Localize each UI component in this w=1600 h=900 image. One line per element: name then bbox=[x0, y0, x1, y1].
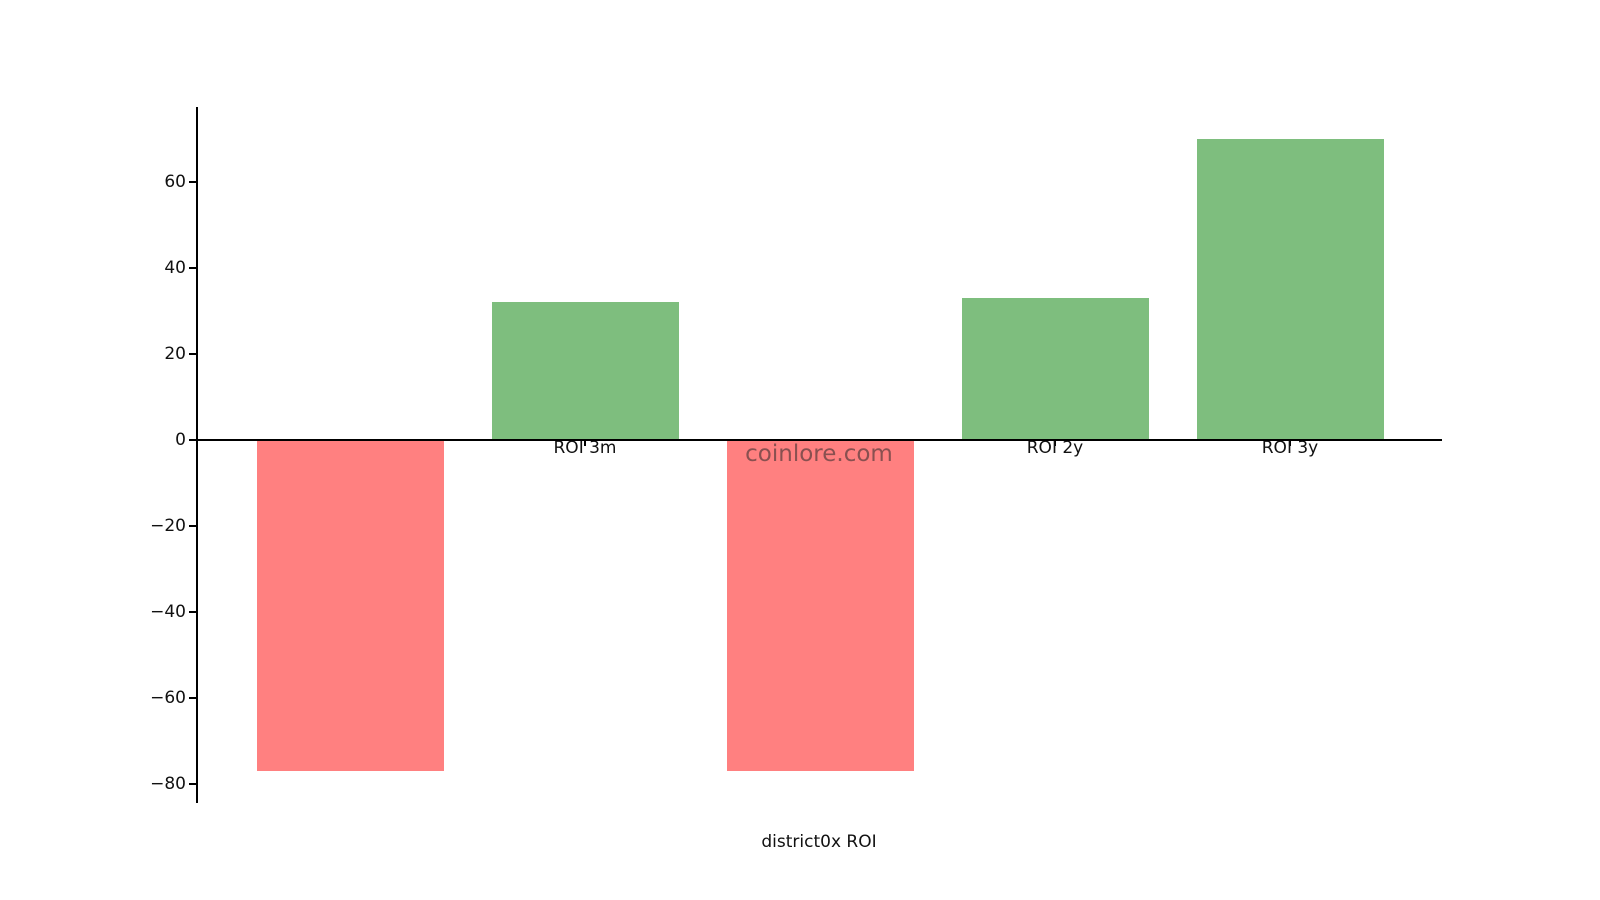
bar-5 bbox=[1196, 139, 1384, 440]
bar-1 bbox=[256, 440, 444, 772]
bar-3 bbox=[726, 440, 914, 772]
y-tick-label: 60 bbox=[164, 172, 186, 192]
y-tick bbox=[189, 353, 196, 355]
y-tick bbox=[189, 783, 196, 785]
y-tick-label: −40 bbox=[150, 602, 186, 622]
x-tick-label: ROI 3m bbox=[553, 438, 617, 458]
y-axis-spine bbox=[196, 107, 198, 803]
y-tick bbox=[189, 611, 196, 613]
y-tick-label: −20 bbox=[150, 516, 186, 536]
bar-2 bbox=[491, 302, 679, 440]
y-tick-label: 20 bbox=[164, 344, 186, 364]
watermark: coinlore.com bbox=[745, 441, 893, 467]
y-tick-label: −80 bbox=[150, 774, 186, 794]
x-tick-label: ROI 2y bbox=[1026, 438, 1084, 458]
x-tick-label: ROI 3y bbox=[1261, 438, 1319, 458]
x-axis-title: district0x ROI bbox=[761, 832, 877, 852]
x-tick bbox=[1289, 440, 1291, 446]
y-tick bbox=[189, 697, 196, 699]
bar-4 bbox=[961, 298, 1149, 440]
y-tick bbox=[189, 267, 196, 269]
y-tick-label: 40 bbox=[164, 258, 186, 278]
x-tick bbox=[584, 440, 586, 446]
y-tick-label: 0 bbox=[175, 430, 186, 450]
x-tick bbox=[1054, 440, 1056, 446]
y-tick bbox=[189, 439, 196, 441]
y-tick bbox=[189, 525, 196, 527]
x-axis-line bbox=[196, 439, 1442, 441]
y-tick bbox=[189, 181, 196, 183]
y-tick-label: −60 bbox=[150, 688, 186, 708]
